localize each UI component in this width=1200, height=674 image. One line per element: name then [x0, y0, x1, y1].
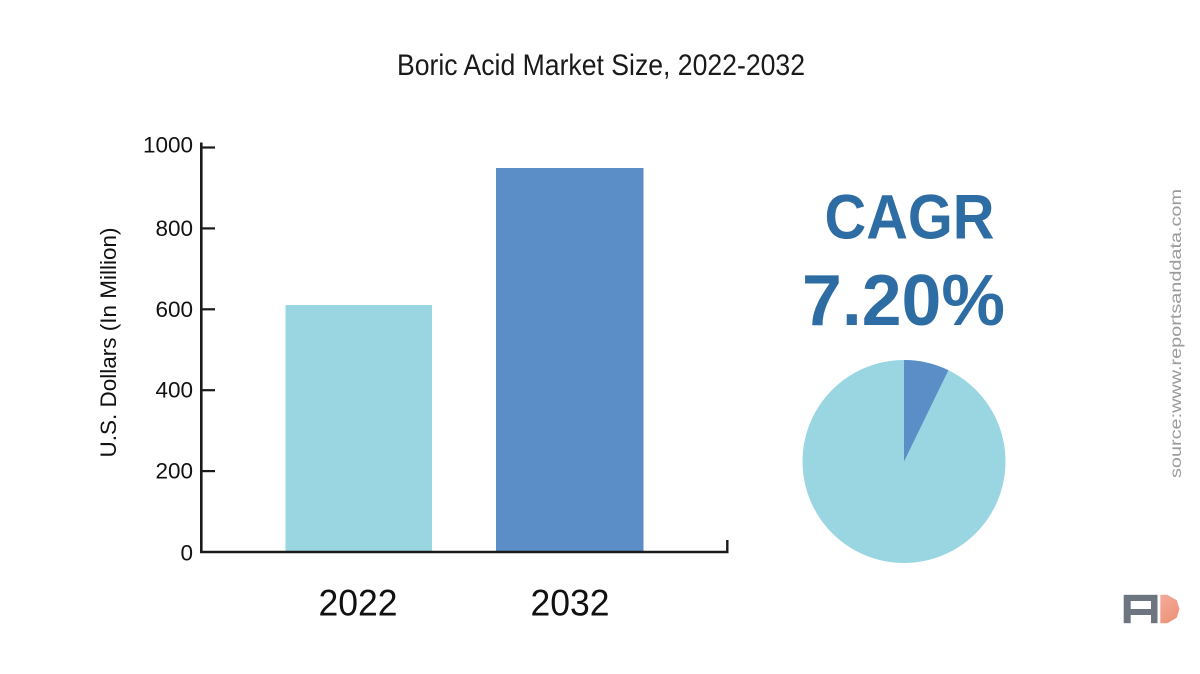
svg-text:1000: 1000 — [143, 133, 193, 158]
svg-text:800: 800 — [155, 216, 193, 241]
svg-text:2022: 2022 — [319, 583, 398, 624]
svg-text:400: 400 — [155, 378, 193, 403]
svg-text:Boric Acid Market Size, 2022-2: Boric Acid Market Size, 2022-2032 — [397, 49, 805, 82]
svg-text:2032: 2032 — [531, 583, 610, 624]
svg-text:200: 200 — [155, 459, 193, 484]
svg-text:CAGR: CAGR — [825, 183, 995, 253]
svg-text:source:www.reportsanddata.com: source:www.reportsanddata.com — [1168, 189, 1185, 478]
svg-text:U.S. Dollars (In Million): U.S. Dollars (In Million) — [96, 227, 121, 457]
svg-text:0: 0 — [180, 541, 193, 566]
svg-text:7.20%: 7.20% — [802, 261, 1005, 341]
svg-text:600: 600 — [155, 297, 193, 322]
